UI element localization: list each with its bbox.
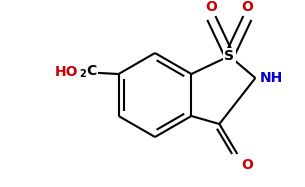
Text: O: O <box>242 0 253 14</box>
Text: HO: HO <box>55 65 79 79</box>
Text: $\mathregular{_2}$C: $\mathregular{_2}$C <box>79 64 97 80</box>
Text: O: O <box>241 158 253 172</box>
Text: NH: NH <box>259 71 283 85</box>
Text: S: S <box>224 49 234 63</box>
Text: O: O <box>206 0 217 14</box>
